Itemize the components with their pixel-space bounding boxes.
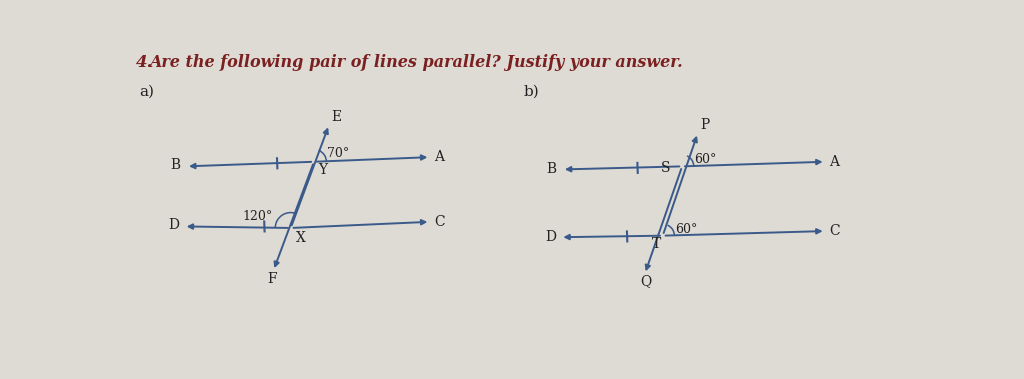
Text: 120°: 120°	[243, 210, 273, 223]
Text: C: C	[829, 224, 840, 238]
Text: A: A	[434, 150, 444, 164]
Text: E: E	[332, 110, 342, 124]
Text: D: D	[545, 230, 556, 244]
Text: T: T	[652, 237, 662, 251]
Text: A: A	[829, 155, 840, 169]
Text: B: B	[547, 163, 557, 177]
Text: S: S	[662, 161, 671, 175]
Text: B: B	[171, 158, 181, 172]
Text: Are the following pair of lines parallel? Justify your answer.: Are the following pair of lines parallel…	[150, 54, 683, 71]
Text: 60°: 60°	[694, 152, 717, 166]
Text: b): b)	[523, 85, 539, 99]
Text: Y: Y	[317, 163, 327, 177]
Text: C: C	[434, 215, 444, 229]
Text: Q: Q	[641, 274, 652, 288]
Text: F: F	[267, 272, 276, 286]
Text: D: D	[168, 218, 179, 232]
Text: X: X	[296, 231, 306, 245]
Text: a): a)	[139, 85, 155, 99]
Text: 60°: 60°	[675, 222, 697, 236]
Text: 70°: 70°	[328, 147, 349, 160]
Text: P: P	[700, 118, 710, 132]
Text: 4.: 4.	[136, 54, 154, 71]
